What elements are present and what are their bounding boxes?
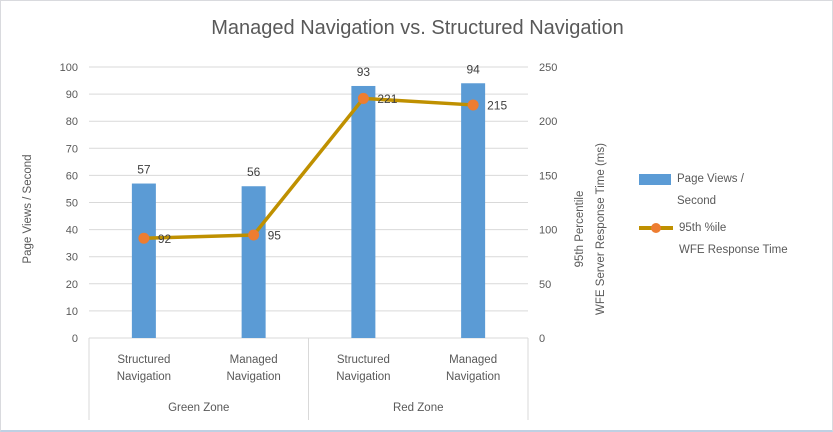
right-axis-tick-label: 100 [539,225,557,237]
legend-item-page-views[interactable]: Page Views / Second [639,168,829,212]
category-label: Navigation [226,371,280,383]
legend: Page Views / Second 95th %ile WFE Respon… [639,168,829,266]
category-label: Managed [230,354,278,366]
line-data-label: 215 [487,98,507,112]
left-axis-tick-label: 10 [66,306,78,318]
chart-title: Managed Navigation vs. Structured Naviga… [211,17,624,39]
legend-text-line: 95th %ile [679,222,727,234]
legend-label-page-views: Page Views / Second [677,168,744,212]
left-axis-tick-label: 70 [66,143,78,155]
line-series-marker-icon [651,223,661,233]
legend-text-line: Page Views / [677,173,744,185]
legend-text-line: WFE Response Time [679,244,788,256]
zone-group-label: Red Zone [393,402,444,414]
left-axis-tick-label: 30 [66,252,78,264]
line-marker[interactable] [138,232,150,244]
legend-label-wfe-response-time: 95th %ile WFE Response Time [679,217,788,261]
bar-series-swatch-icon [639,174,671,185]
line-marker[interactable] [467,99,479,111]
right-axis-tick-label: 250 [539,62,557,74]
line-data-label: 221 [377,92,397,106]
category-label: Navigation [336,371,390,383]
category-label: Structured [337,354,390,366]
bar-data-label: 56 [247,165,261,179]
bar-page-views[interactable] [351,85,376,338]
line-data-label: 95 [268,229,282,243]
legend-item-wfe-response-time[interactable]: 95th %ile WFE Response Time [639,217,829,261]
category-label: Structured [117,354,170,366]
zone-group-label: Green Zone [168,402,229,414]
bar-page-views[interactable] [131,183,156,338]
left-axis-tick-label: 90 [66,89,78,101]
line-marker[interactable] [357,92,369,104]
line-series-swatch-icon [639,223,673,233]
left-axis-tick-label: 40 [66,225,78,237]
legend-text-line: Second [677,195,717,207]
right-axis-tick-label: 0 [539,333,545,345]
left-axis-tick-label: 0 [72,333,78,345]
left-axis-tick-label: 80 [66,116,78,128]
category-label: Navigation [446,371,500,383]
bar-data-label: 93 [357,65,371,79]
left-axis-tick-label: 60 [66,170,78,182]
bar-data-label: 57 [137,163,151,177]
left-axis-tick-label: 20 [66,279,78,291]
right-axis-tick-label: 150 [539,170,557,182]
left-axis-tick-label: 50 [66,198,78,210]
right-axis-tick-label: 50 [539,279,551,291]
line-marker[interactable] [248,229,260,241]
bar-data-label: 94 [466,62,480,76]
category-label: Managed [449,354,497,366]
line-data-label: 92 [158,232,172,246]
line-wfe-response-time[interactable] [142,96,475,241]
bar-page-views[interactable] [461,83,486,338]
left-axis-tick-label: 100 [60,62,78,74]
right-axis-tick-label: 200 [539,116,557,128]
category-label: Navigation [117,371,171,383]
bar-page-views[interactable] [241,186,266,338]
